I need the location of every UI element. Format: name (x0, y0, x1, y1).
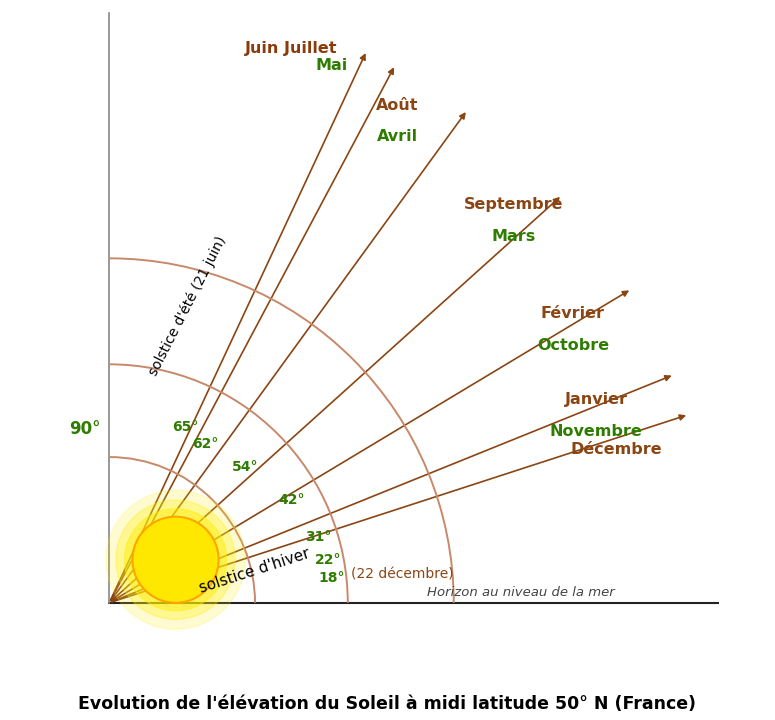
Text: Octobre: Octobre (537, 338, 609, 353)
Text: 42°: 42° (278, 493, 305, 507)
Text: Avril: Avril (377, 130, 418, 145)
Text: 62°: 62° (192, 437, 219, 451)
Text: Décembre: Décembre (570, 442, 662, 457)
Circle shape (133, 517, 219, 603)
Text: Juin Juillet: Juin Juillet (245, 41, 338, 56)
Text: Evolution de l'élévation du Soleil à midi latitude 50° N (France): Evolution de l'élévation du Soleil à mid… (78, 695, 697, 713)
Circle shape (125, 509, 226, 611)
Text: Septembre: Septembre (463, 197, 563, 212)
Text: Mars: Mars (491, 229, 536, 244)
Text: 65°: 65° (172, 420, 198, 434)
Text: solstice d'hiver: solstice d'hiver (198, 546, 312, 596)
Text: 90°: 90° (70, 420, 101, 438)
Text: Janvier: Janvier (565, 392, 628, 408)
Text: 18°: 18° (318, 571, 344, 585)
Text: Horizon au niveau de la mer: Horizon au niveau de la mer (427, 587, 615, 600)
Text: Mai: Mai (315, 58, 347, 73)
Text: solstice d'été (21 juin): solstice d'été (21 juin) (146, 233, 229, 377)
Text: (22 décembre): (22 décembre) (351, 567, 453, 581)
Text: Août: Août (376, 98, 419, 112)
Text: Novembre: Novembre (549, 424, 642, 439)
Circle shape (116, 500, 235, 619)
Text: 31°: 31° (305, 529, 331, 544)
Text: 22°: 22° (315, 553, 341, 567)
Text: Février: Février (541, 306, 605, 321)
Circle shape (106, 490, 245, 629)
Text: 54°: 54° (232, 460, 258, 474)
